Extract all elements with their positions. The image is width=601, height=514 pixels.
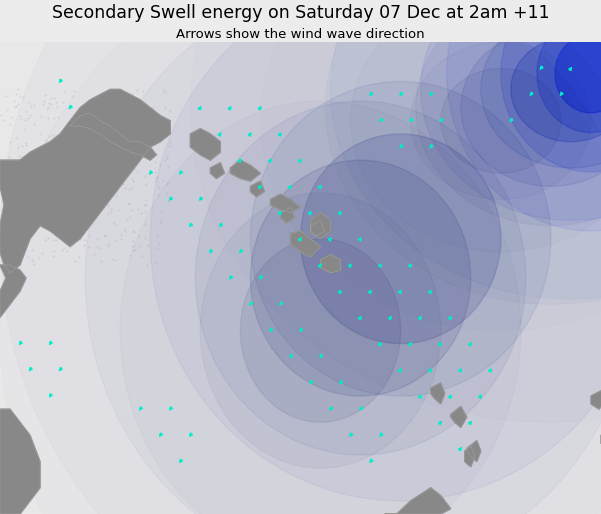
Ellipse shape bbox=[447, 0, 601, 231]
Polygon shape bbox=[311, 221, 325, 236]
Ellipse shape bbox=[251, 160, 471, 396]
Polygon shape bbox=[191, 128, 221, 160]
Ellipse shape bbox=[300, 134, 501, 343]
Ellipse shape bbox=[421, 0, 601, 221]
Polygon shape bbox=[281, 207, 294, 223]
Polygon shape bbox=[465, 446, 475, 467]
Ellipse shape bbox=[240, 238, 401, 422]
Polygon shape bbox=[385, 488, 451, 514]
Polygon shape bbox=[0, 265, 26, 317]
Polygon shape bbox=[431, 383, 445, 404]
Ellipse shape bbox=[481, 11, 601, 168]
Polygon shape bbox=[251, 181, 264, 197]
Polygon shape bbox=[270, 194, 300, 212]
Ellipse shape bbox=[195, 101, 526, 455]
Ellipse shape bbox=[461, 29, 601, 186]
Ellipse shape bbox=[511, 37, 601, 142]
Polygon shape bbox=[0, 409, 40, 514]
Ellipse shape bbox=[251, 81, 551, 396]
Polygon shape bbox=[210, 163, 224, 178]
Text: Arrows show the wind wave direction: Arrows show the wind wave direction bbox=[176, 28, 425, 41]
Polygon shape bbox=[451, 407, 467, 428]
Ellipse shape bbox=[441, 68, 561, 173]
Polygon shape bbox=[230, 160, 260, 181]
Polygon shape bbox=[290, 231, 320, 257]
Ellipse shape bbox=[501, 0, 601, 172]
Polygon shape bbox=[591, 391, 601, 409]
Polygon shape bbox=[467, 440, 481, 462]
Polygon shape bbox=[320, 254, 341, 273]
Polygon shape bbox=[0, 89, 170, 273]
Ellipse shape bbox=[537, 14, 601, 133]
Polygon shape bbox=[311, 212, 331, 238]
Ellipse shape bbox=[555, 34, 601, 113]
Text: Secondary Swell energy on Saturday 07 Dec at 2am +11: Secondary Swell energy on Saturday 07 De… bbox=[52, 4, 549, 22]
Polygon shape bbox=[70, 113, 156, 160]
